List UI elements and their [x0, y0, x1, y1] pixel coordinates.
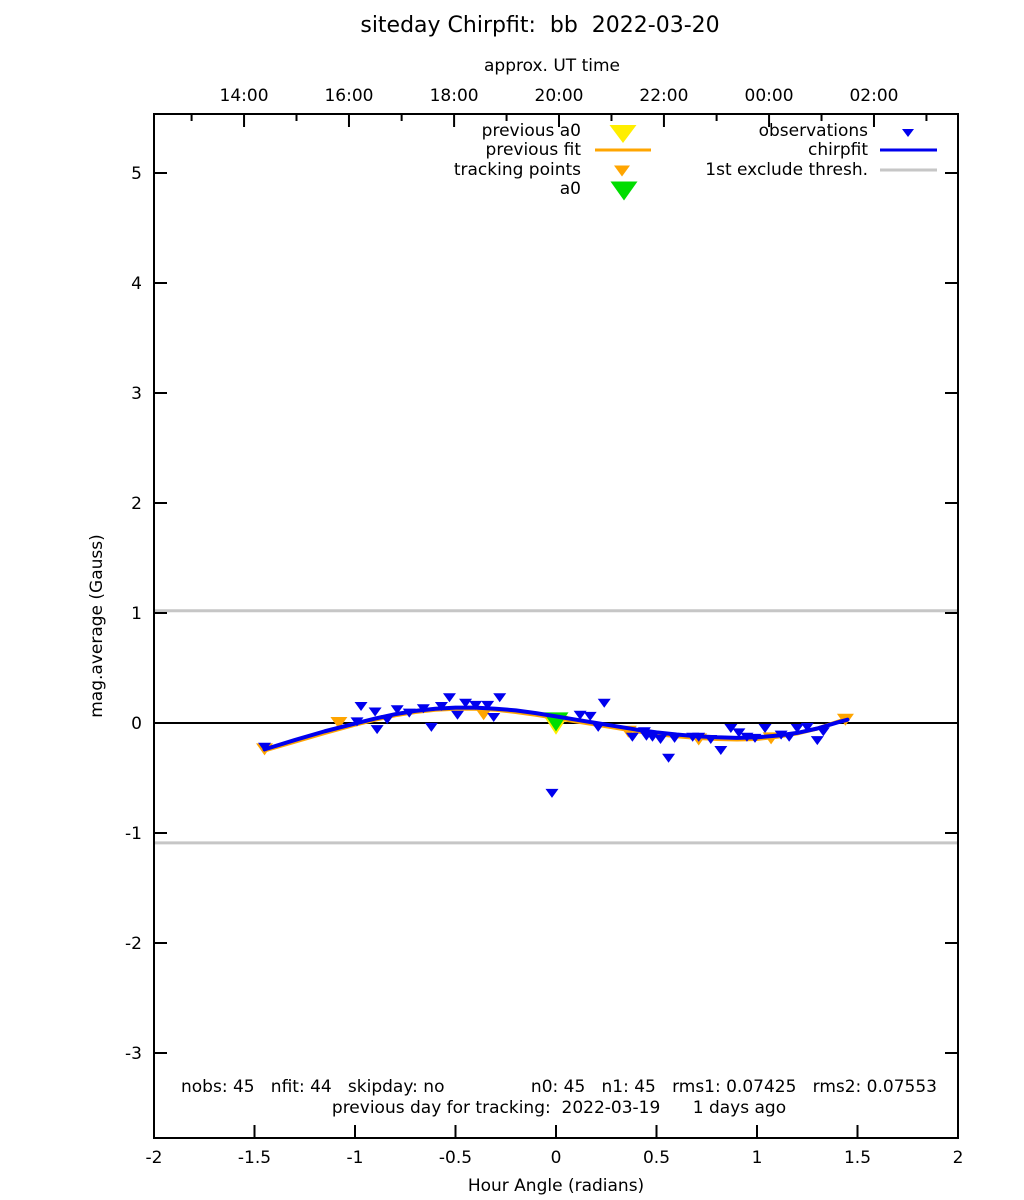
legend-label-a0: a0 — [559, 179, 581, 199]
x2-axis-label: approx. UT time — [484, 56, 620, 76]
y-axis-label: mag.average (Gauss) — [87, 534, 107, 718]
observation-marker — [390, 705, 404, 715]
legend-label-previous-a0: previous a0 — [481, 121, 581, 141]
tracking-point-marker — [475, 708, 493, 721]
y-tick-label: 5 — [131, 164, 142, 184]
y-tick-label: -1 — [125, 824, 142, 844]
x-tick-label: -2 — [146, 1148, 163, 1168]
observation-marker — [370, 725, 384, 735]
x-tick-label: 0 — [551, 1148, 562, 1168]
legend-previous-a0-marker — [609, 125, 637, 143]
observation-marker — [469, 700, 483, 710]
legend-label-observations: observations — [758, 121, 868, 141]
ut-tick-label: 00:00 — [745, 86, 794, 106]
observation-marker — [368, 707, 382, 717]
observation-marker — [714, 746, 728, 755]
y-tick-label: 1 — [131, 604, 142, 624]
ut-tick-label: 22:00 — [639, 86, 688, 106]
chirpfit-curve — [262, 705, 850, 752]
ut-tick-label: 18:00 — [430, 86, 479, 106]
plot-border — [153, 113, 959, 1139]
observation-marker — [790, 724, 804, 733]
ut-tick-label: 16:00 — [324, 86, 373, 106]
x-tick-label: 0.5 — [643, 1148, 670, 1168]
ut-tick-label: 14:00 — [220, 86, 269, 106]
observation-marker — [424, 722, 438, 732]
y-tick-label: 4 — [131, 274, 142, 294]
y-tick-label: 2 — [131, 494, 142, 514]
legend-label-exclude-threshold: 1st exclude thresh. — [705, 160, 868, 180]
observation-marker — [451, 710, 465, 720]
observation-marker — [583, 711, 597, 721]
legend-label-previous-fit: previous fit — [485, 140, 581, 160]
observation-marker — [354, 702, 368, 711]
legend-observations-marker — [902, 129, 914, 137]
observation-marker — [654, 735, 668, 744]
x-tick-label: -1 — [347, 1148, 364, 1168]
observation-marker — [597, 698, 611, 708]
observation-marker — [758, 724, 772, 733]
observation-marker — [625, 732, 639, 742]
x-tick-label: 2 — [953, 1148, 964, 1168]
legend-a0-marker — [610, 181, 638, 201]
x-axis-label: Hour Angle (radians) — [467, 1176, 645, 1196]
observation-marker — [800, 722, 814, 732]
observation-marker — [493, 693, 507, 703]
observation-marker — [442, 693, 456, 703]
x-tick-label: 1 — [752, 1148, 763, 1168]
y-tick-label: 0 — [131, 714, 142, 734]
x-tick-label: -1.5 — [238, 1148, 271, 1168]
y-tick-label: -2 — [125, 934, 142, 954]
observation-marker — [459, 698, 473, 708]
stats-line-1: nobs: 45 nfit: 44 skipday: no n0: 45 n1:… — [181, 1077, 937, 1097]
observation-marker — [481, 700, 495, 710]
legend-label-chirpfit: chirpfit — [808, 140, 868, 160]
stats-line-2: previous day for tracking: 2022-03-19 1 … — [331, 1098, 787, 1118]
observation-marker — [810, 736, 824, 746]
legend-label-tracking-points: tracking points — [453, 160, 581, 180]
x-tick-label: 1.5 — [844, 1148, 871, 1168]
chart-title: siteday Chirpfit: bb 2022-03-20 — [360, 13, 720, 38]
ut-tick-label: 20:00 — [535, 86, 584, 106]
observation-marker — [724, 724, 738, 733]
observation-marker — [545, 788, 559, 798]
tracking-point-marker — [330, 717, 348, 729]
x-tick-label: -0.5 — [439, 1148, 472, 1168]
y-tick-label: -3 — [125, 1044, 142, 1064]
ut-tick-label: 02:00 — [849, 86, 898, 106]
observation-marker — [487, 713, 501, 722]
legend-tracking-points-marker — [614, 165, 630, 177]
y-tick-label: 3 — [131, 384, 142, 404]
observation-marker — [573, 710, 587, 720]
observation-marker — [662, 753, 676, 763]
observation-marker — [258, 742, 272, 752]
observation-marker — [732, 728, 746, 738]
